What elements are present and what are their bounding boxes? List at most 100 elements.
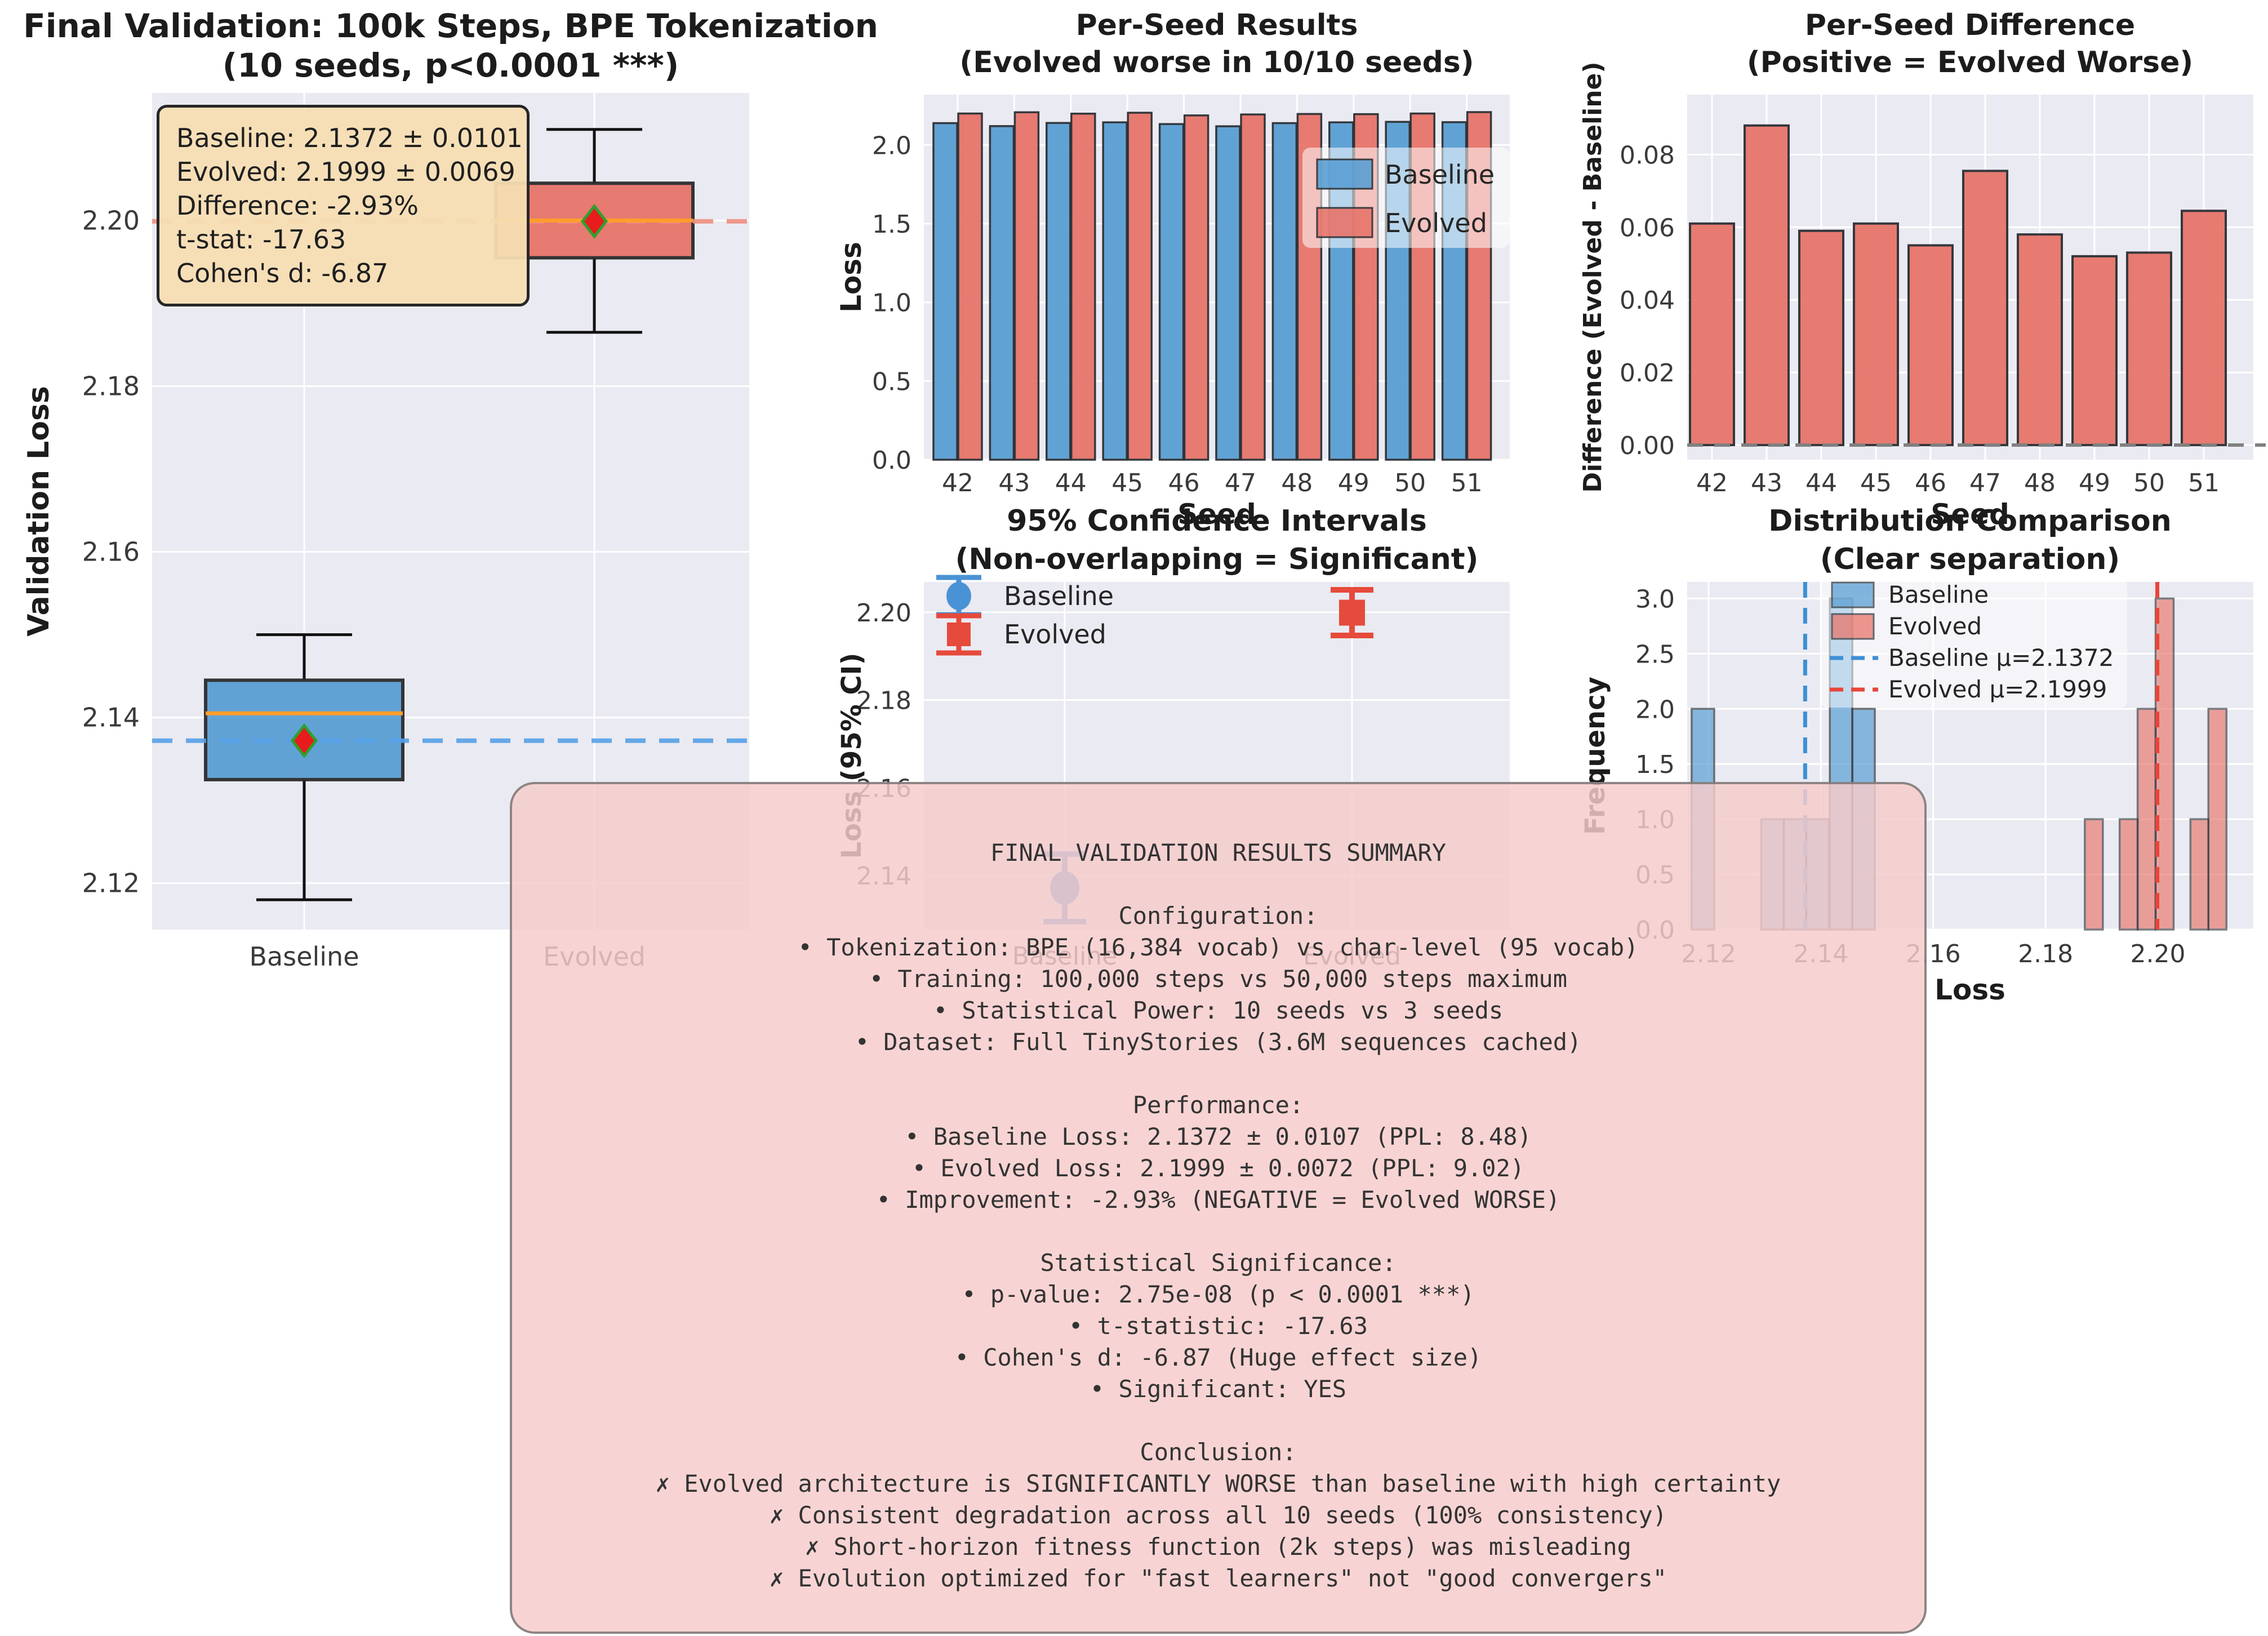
bar-diff-seed-51 <box>2181 210 2227 447</box>
boxplot-ylabel: Validation Loss <box>22 386 56 637</box>
difference-xlabel: Seed <box>1931 498 2009 531</box>
bar-diff-seed-43 <box>1744 124 1790 447</box>
bar-evolved-seed-43 <box>1013 111 1040 461</box>
per-seed-xtick: 45 <box>1111 469 1143 497</box>
summary-line: • Baseline Loss: 2.1372 ± 0.0107 (PPL: 8… <box>905 1123 1532 1150</box>
distribution-legend-frame <box>1821 579 2127 708</box>
difference-xtick: 44 <box>1805 469 1837 497</box>
bar-baseline-seed-45 <box>1102 121 1128 461</box>
bar-diff-seed-45 <box>1853 222 1899 447</box>
summary-line: • Evolved Loss: 2.1999 ± 0.0072 (PPL: 9.… <box>911 1154 1525 1182</box>
ci-legend-marker <box>947 623 971 646</box>
summary-line: • Training: 100,000 steps vs 50,000 step… <box>869 965 1568 993</box>
summary-line <box>512 1216 1924 1247</box>
summary-line: Statistical Significance: <box>1040 1249 1397 1277</box>
difference-xtick: 45 <box>1860 469 1892 497</box>
difference-ytick: 0.08 <box>1620 141 1675 170</box>
legend-label-baseline: Baseline <box>1385 159 1495 190</box>
bar-evolved-seed-42 <box>957 112 983 461</box>
stats-annotation-line: Evolved: 2.1999 ± 0.0069 <box>176 157 515 187</box>
ci-title-line2: (Non-overlapping = Significant) <box>955 543 1479 576</box>
bar-baseline-seed-44 <box>1046 122 1071 461</box>
summary-line: ✗ Evolution optimized for "fast learners… <box>769 1564 1667 1592</box>
distribution-legend-label: Baseline μ=2.1372 <box>1888 644 2114 672</box>
per-seed-xlabel: Seed <box>1177 498 1256 531</box>
summary-overlay-box: FINAL VALIDATION RESULTS SUMMARY Configur… <box>510 782 1927 1634</box>
mean-diamond-marker <box>580 203 608 239</box>
summary-line: • t-statistic: -17.63 <box>1068 1312 1368 1340</box>
per-seed-xtick: 48 <box>1281 469 1313 497</box>
distribution-legend-label: Baseline <box>1888 581 1989 608</box>
per-seed-ytick: 1.5 <box>872 210 911 239</box>
boxplot-ytick: 2.14 <box>82 703 140 733</box>
per-seed-xtick: 47 <box>1225 469 1256 497</box>
per-seed-xtick: 42 <box>942 469 973 497</box>
boxplot-ytick: 2.12 <box>82 868 140 899</box>
summary-line: ✗ Consistent degradation across all 10 s… <box>769 1501 1667 1529</box>
summary-line: FINAL VALIDATION RESULTS SUMMARY <box>990 839 1447 866</box>
per-seed-xtick: 49 <box>1338 469 1369 497</box>
difference-xtick: 42 <box>1696 469 1728 497</box>
stats-annotation-line: Difference: -2.93% <box>176 190 419 221</box>
stats-annotation-line: t-stat: -17.63 <box>176 224 346 255</box>
bar-diff-seed-47 <box>1962 170 2008 447</box>
per-seed-xtick: 43 <box>998 469 1030 497</box>
summary-line <box>512 869 1924 900</box>
bar-diff-seed-44 <box>1798 229 1844 447</box>
ci-legend-label: Baseline <box>1004 581 1114 611</box>
bar-baseline-seed-43 <box>989 125 1015 461</box>
bar-diff-seed-48 <box>2017 233 2063 447</box>
per-seed-xtick: 50 <box>1394 469 1426 497</box>
summary-line: • Cohen's d: -6.87 (Huge effect size) <box>954 1344 1482 1371</box>
difference-ytick: 0.02 <box>1620 359 1675 388</box>
summary-line: • Dataset: Full TinyStories (3.6M sequen… <box>855 1028 1582 1056</box>
distribution-ytick: 2.5 <box>1635 640 1675 669</box>
bar-diff-seed-50 <box>2126 251 2172 447</box>
distribution-legend-label: Evolved <box>1888 612 1982 640</box>
per-seed-title-line2: (Evolved worse in 10/10 seeds) <box>959 46 1474 79</box>
difference-ytick: 0.00 <box>1620 432 1675 460</box>
mean-diamond-marker <box>290 723 318 758</box>
summary-line <box>512 1405 1924 1437</box>
bar-evolved-seed-44 <box>1070 113 1096 461</box>
difference-xtick: 51 <box>2188 469 2220 497</box>
hist-bar-evolved <box>2084 818 2104 931</box>
difference-ytick: 0.06 <box>1620 214 1675 242</box>
distribution-legend-label: Evolved μ=2.1999 <box>1888 675 2107 703</box>
difference-xtick: 50 <box>2133 469 2165 497</box>
summary-line: Configuration: <box>1118 902 1318 930</box>
bar-evolved-seed-46 <box>1183 114 1209 461</box>
bar-baseline-seed-48 <box>1271 122 1298 461</box>
per-seed-ylabel: Loss <box>835 242 868 313</box>
bar-baseline-seed-47 <box>1215 125 1241 461</box>
distribution-title-line1: Distribution Comparison <box>1768 504 2172 538</box>
per-seed-xtick: 46 <box>1168 469 1200 497</box>
legend-swatch-baseline <box>1831 581 1875 608</box>
bar-evolved-seed-45 <box>1127 112 1153 461</box>
distribution-xtick: 2.18 <box>2018 940 2073 968</box>
bar-diff-seed-46 <box>1907 244 1954 447</box>
distribution-ytick: 2.0 <box>1635 695 1675 724</box>
difference-xtick: 43 <box>1751 469 1782 497</box>
summary-line: • Statistical Power: 10 seeds vs 3 seeds <box>933 997 1504 1024</box>
difference-xtick: 49 <box>2079 469 2110 497</box>
difference-title-line2: (Positive = Evolved Worse) <box>1747 46 2193 79</box>
boxplot-ytick: 2.20 <box>82 205 140 235</box>
bar-evolved-seed-47 <box>1240 113 1266 461</box>
hist-bar-evolved <box>2207 708 2227 931</box>
hist-bar-evolved <box>2136 708 2157 931</box>
difference-xtick: 48 <box>2024 469 2056 497</box>
ci-marker-square <box>1339 599 1365 626</box>
distribution-ytick: 1.5 <box>1635 750 1675 779</box>
legend-label-evolved: Evolved <box>1385 208 1487 238</box>
summary-line: ✗ Evolved architecture is SIGNIFICANTLY … <box>655 1470 1781 1497</box>
summary-line: Conclusion: <box>1140 1438 1297 1466</box>
per-seed-ytick: 0.5 <box>872 367 911 396</box>
boxplot-xtick: Baseline <box>249 941 359 972</box>
summary-line: • Improvement: -2.93% (NEGATIVE = Evolve… <box>876 1186 1560 1213</box>
per-seed-ytick: 1.0 <box>872 289 911 318</box>
difference-xtick: 46 <box>1915 469 1946 497</box>
distribution-ytick: 3.0 <box>1635 585 1675 614</box>
ci-legend-label: Evolved <box>1004 619 1106 650</box>
